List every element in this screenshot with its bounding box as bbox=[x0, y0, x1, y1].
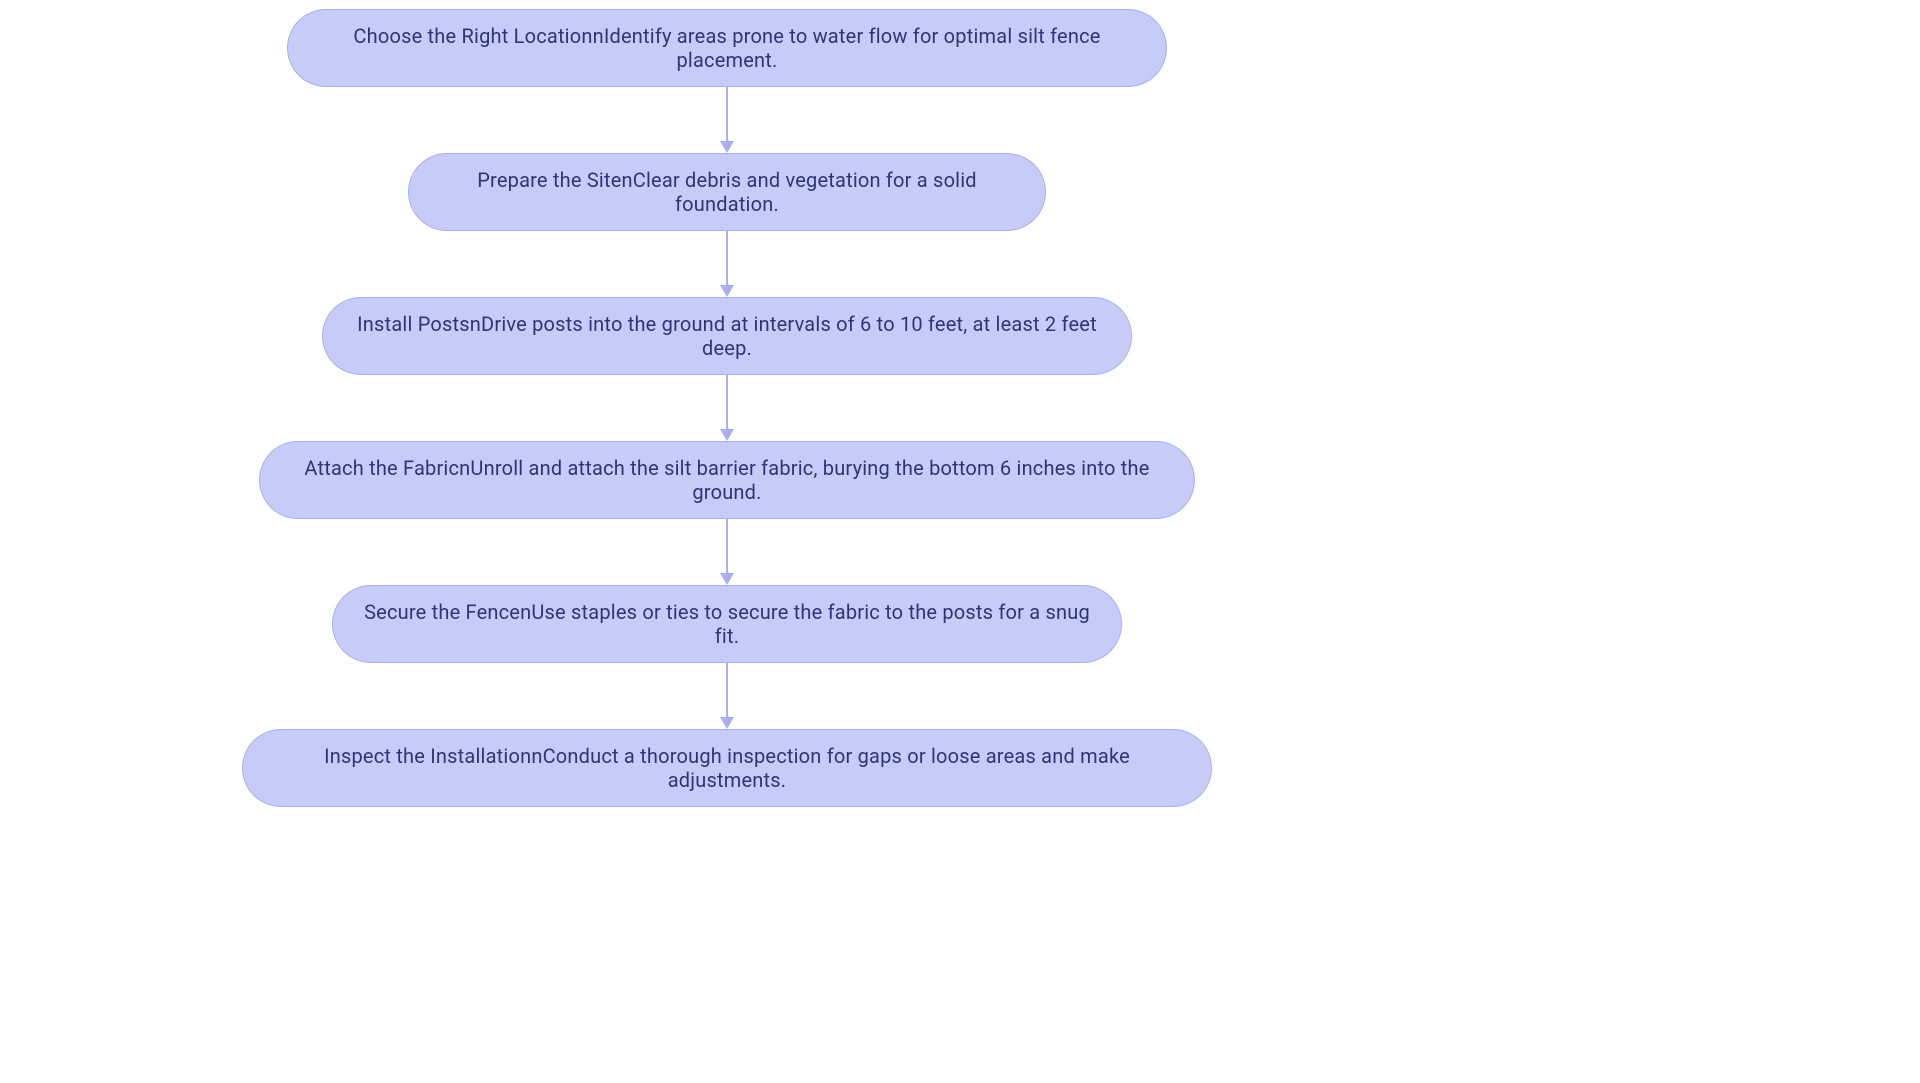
flowchart-node-label: Choose the Right LocationnIdentify areas… bbox=[316, 24, 1138, 72]
arrow-line bbox=[726, 231, 728, 287]
flowchart-node-label: Install PostsnDrive posts into the groun… bbox=[351, 312, 1103, 360]
arrow-head-icon bbox=[720, 573, 734, 585]
flowchart-node-attach-fabric: Attach the FabricnUnroll and attach the … bbox=[259, 441, 1195, 519]
arrow-head-icon bbox=[720, 717, 734, 729]
arrow-head-icon bbox=[720, 141, 734, 153]
arrow-head-icon bbox=[720, 285, 734, 297]
arrow-head-icon bbox=[720, 429, 734, 441]
flowchart-node-label: Attach the FabricnUnroll and attach the … bbox=[288, 456, 1166, 504]
flowchart-node-label: Secure the FencenUse staples or ties to … bbox=[361, 600, 1093, 648]
flowchart-node-choose-location: Choose the Right LocationnIdentify areas… bbox=[287, 9, 1167, 87]
flowchart-node-prepare-site: Prepare the SitenClear debris and vegeta… bbox=[408, 153, 1046, 231]
flowchart-node-label: Prepare the SitenClear debris and vegeta… bbox=[437, 168, 1017, 216]
flowchart-node-install-posts: Install PostsnDrive posts into the groun… bbox=[322, 297, 1132, 375]
flowchart-node-label: Inspect the InstallationnConduct a thoro… bbox=[271, 744, 1183, 792]
flowchart-container: Choose the Right LocationnIdentify areas… bbox=[0, 0, 1920, 1083]
flowchart-node-secure-fence: Secure the FencenUse staples or ties to … bbox=[332, 585, 1122, 663]
arrow-line bbox=[726, 87, 728, 143]
flowchart-node-inspect-installation: Inspect the InstallationnConduct a thoro… bbox=[242, 729, 1212, 807]
arrow-line bbox=[726, 519, 728, 575]
arrow-line bbox=[726, 375, 728, 431]
arrow-line bbox=[726, 663, 728, 719]
